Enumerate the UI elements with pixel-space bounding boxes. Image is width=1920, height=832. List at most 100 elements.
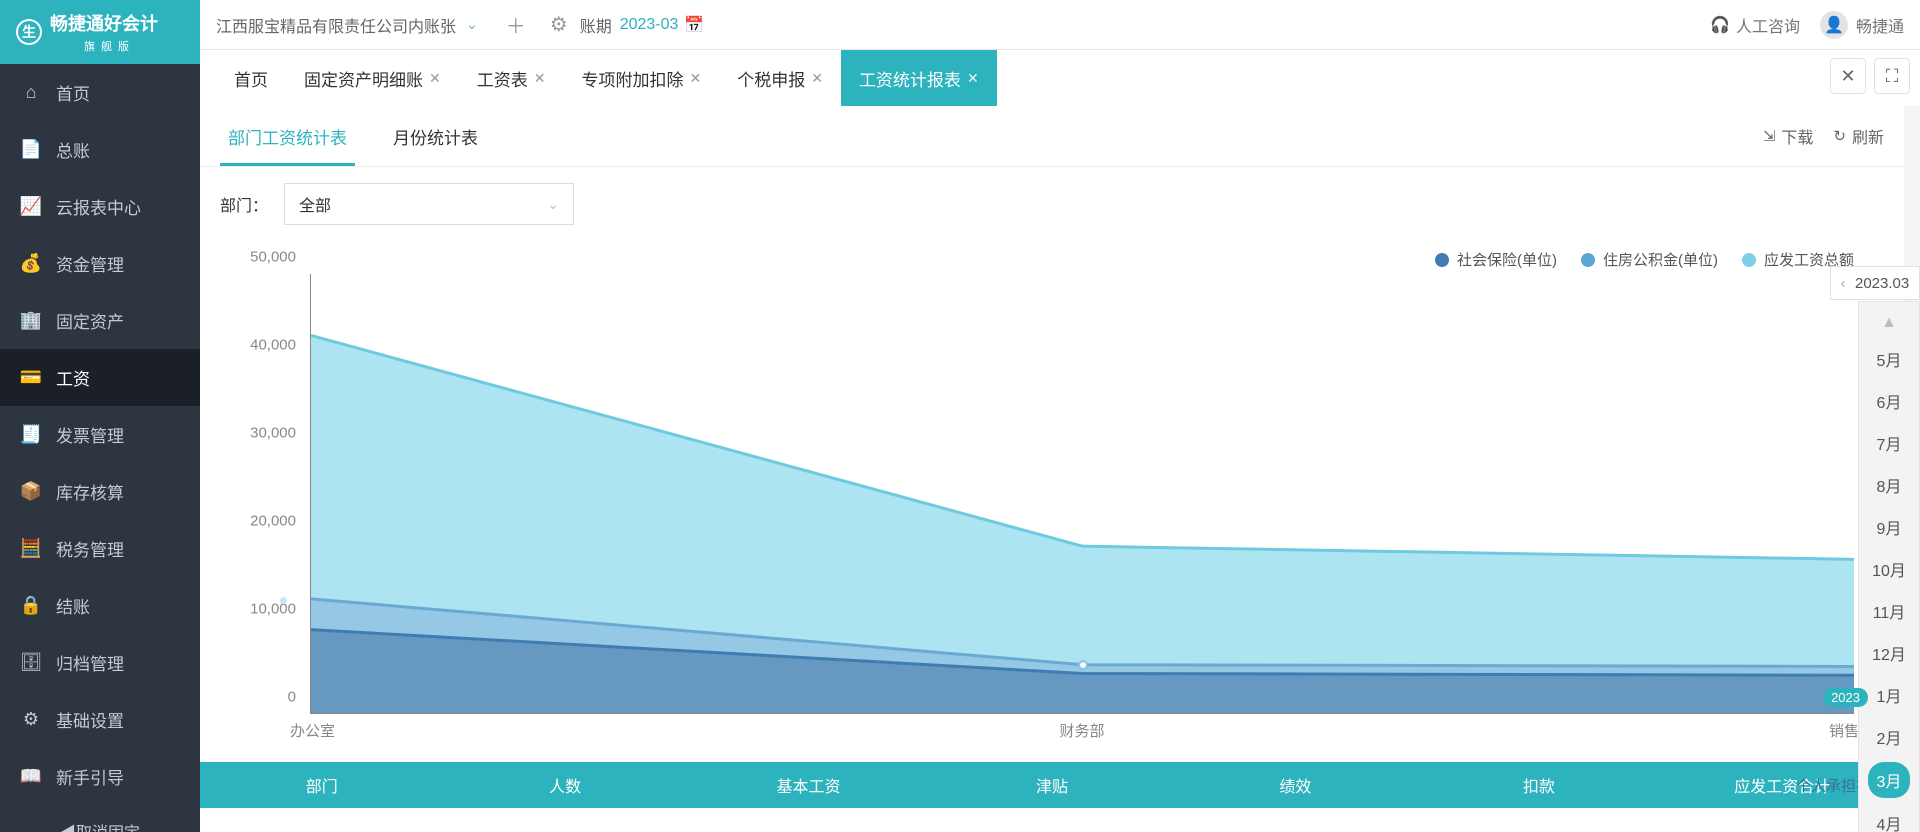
table-column-header: 绩效 bbox=[1174, 773, 1417, 797]
close-icon[interactable]: ✕ bbox=[689, 70, 701, 87]
nav-item-11[interactable]: ⚙基础设置 bbox=[0, 691, 200, 748]
chart-point bbox=[1078, 660, 1088, 670]
nav-item-12[interactable]: 📖新手引导 bbox=[0, 748, 200, 805]
avatar-icon: 👤 bbox=[1820, 11, 1848, 39]
nav-icon: 🏢 bbox=[20, 310, 42, 332]
filter-row: 部门： 全部 ⌄ bbox=[200, 167, 1904, 241]
refresh-icon: ↻ bbox=[1833, 127, 1846, 145]
legend-item[interactable]: 社会保险(单位) bbox=[1435, 249, 1557, 270]
table-column-header: 人数 bbox=[443, 773, 686, 797]
tab-4[interactable]: 个税申报✕ bbox=[719, 50, 841, 106]
tab-5[interactable]: 工资统计报表✕ bbox=[841, 50, 997, 106]
month-picker-head[interactable]: ‹ 2023.03 bbox=[1830, 266, 1920, 300]
chart-legend: 社会保险(单位)住房公积金(单位)应发工资总额 bbox=[220, 241, 1884, 274]
app-logo: 生 畅捷通好会计 旗舰版 bbox=[0, 0, 200, 64]
x-label: 财务部 bbox=[1059, 720, 1104, 744]
download-icon: ⇲ bbox=[1763, 127, 1776, 145]
download-button[interactable]: ⇲下载 bbox=[1763, 124, 1814, 148]
close-icon[interactable]: ✕ bbox=[429, 70, 441, 87]
dept-select[interactable]: 全部 ⌄ bbox=[284, 183, 574, 225]
content-area: 部门工资统计表月份统计表 ⇲下载 ↻刷新 部门： 全部 ⌄ 社会保险(单位) 住房… bbox=[200, 106, 1920, 832]
table-header: 部门人数基本工资津贴绩效扣款应发工资合计 bbox=[200, 762, 1904, 808]
period-value[interactable]: 2023-03 bbox=[620, 16, 679, 34]
refresh-button[interactable]: ↻刷新 bbox=[1833, 124, 1884, 148]
chevron-down-icon: ⌄ bbox=[547, 196, 559, 213]
nav-item-8[interactable]: 🧮税务管理 bbox=[0, 520, 200, 577]
chevron-left-icon: ‹ bbox=[1831, 275, 1855, 292]
company-name: 江西服宝精品有限责任公司内账张 bbox=[216, 13, 456, 37]
close-icon[interactable]: ✕ bbox=[967, 70, 979, 87]
month-option[interactable]: 9月 bbox=[1859, 506, 1919, 548]
subtab-1[interactable]: 月份统计表 bbox=[385, 106, 486, 166]
chevron-down-icon: ⌄ bbox=[466, 16, 478, 33]
month-option[interactable]: 7月 bbox=[1859, 422, 1919, 464]
month-option[interactable]: 12月 bbox=[1859, 632, 1919, 674]
table-column-header: 基本工资 bbox=[687, 773, 930, 797]
table-column-header: 部门 bbox=[200, 773, 443, 797]
nav-item-2[interactable]: 📈云报表中心 bbox=[0, 178, 200, 235]
nav-item-9[interactable]: 🔒结账 bbox=[0, 577, 200, 634]
close-icon[interactable]: ✕ bbox=[811, 70, 823, 87]
month-up[interactable]: ▲ bbox=[1881, 308, 1897, 338]
x-label: 办公室 bbox=[290, 720, 335, 744]
month-option[interactable]: 1月 bbox=[1859, 674, 1919, 716]
tab-3[interactable]: 专项附加扣除✕ bbox=[563, 50, 719, 106]
support-link[interactable]: 🎧 人工咨询 bbox=[1710, 13, 1800, 37]
month-option[interactable]: 3月 bbox=[1868, 762, 1910, 798]
nav-icon: 🔒 bbox=[20, 595, 42, 617]
month-option[interactable]: 4月 bbox=[1859, 802, 1919, 832]
month-option[interactable]: 2月 bbox=[1859, 716, 1919, 758]
tab-1[interactable]: 固定资产明细账✕ bbox=[286, 50, 459, 106]
nav-item-1[interactable]: 📄总账 bbox=[0, 121, 200, 178]
nav-icon: 📄 bbox=[20, 139, 42, 161]
settings-icon[interactable]: ⚙ bbox=[550, 12, 568, 37]
table-column-header: 津贴 bbox=[930, 773, 1173, 797]
company-selector[interactable]: 江西服宝精品有限责任公司内账张 ⌄ bbox=[216, 13, 478, 37]
logo-subtitle: 旗舰版 bbox=[50, 38, 158, 54]
add-button[interactable]: ＋ bbox=[506, 10, 526, 39]
sidebar: 生 畅捷通好会计 旗舰版 ⌂首页📄总账📈云报表中心💰资金管理🏢固定资产💳工资🧾发… bbox=[0, 0, 200, 832]
nav-item-7[interactable]: 📦库存核算 bbox=[0, 463, 200, 520]
user-menu[interactable]: 👤 畅捷通 bbox=[1820, 11, 1904, 39]
nav-item-10[interactable]: 🗄归档管理 bbox=[0, 634, 200, 691]
nav-icon: 💳 bbox=[20, 367, 42, 389]
y-tick: 50,000 bbox=[250, 249, 296, 266]
header: 江西服宝精品有限责任公司内账张 ⌄ ＋ ⚙ 账期 2023-03 📅 🎧 人工咨… bbox=[200, 0, 1920, 50]
main-area: 江西服宝精品有限责任公司内账张 ⌄ ＋ ⚙ 账期 2023-03 📅 🎧 人工咨… bbox=[200, 0, 1920, 832]
tab-2[interactable]: 工资表✕ bbox=[459, 50, 564, 106]
nav-icon: ⚙ bbox=[20, 709, 42, 731]
month-option[interactable]: 5月 bbox=[1859, 338, 1919, 380]
logo-title: 畅捷通好会计 bbox=[50, 14, 158, 34]
legend-item[interactable]: 住房公积金(单位) bbox=[1581, 249, 1718, 270]
calendar-icon[interactable]: 📅 bbox=[684, 15, 704, 35]
y-tick: 20,000 bbox=[250, 513, 296, 530]
logo-icon: 生 bbox=[16, 19, 42, 45]
nav-icon: 💰 bbox=[20, 253, 42, 275]
nav-item-4[interactable]: 🏢固定资产 bbox=[0, 292, 200, 349]
nav-icon: 📈 bbox=[20, 196, 42, 218]
nav-icon: 🗄 bbox=[20, 652, 42, 674]
sidebar-toggle[interactable]: ◀取消固定 bbox=[0, 805, 200, 832]
nav-item-6[interactable]: 🧾发票管理 bbox=[0, 406, 200, 463]
subtab-0[interactable]: 部门工资统计表 bbox=[220, 106, 355, 166]
close-all-tabs[interactable]: ✕ bbox=[1830, 58, 1866, 94]
month-option[interactable]: 6月 bbox=[1859, 380, 1919, 422]
tab-0[interactable]: 首页 bbox=[216, 50, 286, 106]
nav-item-5[interactable]: 💳工资 bbox=[0, 349, 200, 406]
subtab-bar: 部门工资统计表月份统计表 ⇲下载 ↻刷新 bbox=[200, 106, 1904, 167]
nav-item-0[interactable]: ⌂首页 bbox=[0, 64, 200, 121]
fullscreen-button[interactable]: ⛶ bbox=[1874, 58, 1910, 94]
month-option[interactable]: 11月 bbox=[1859, 590, 1919, 632]
nav-icon: ⌂ bbox=[20, 82, 42, 104]
nav-icon: 📦 bbox=[20, 481, 42, 503]
nav-item-3[interactable]: 💰资金管理 bbox=[0, 235, 200, 292]
close-icon[interactable]: ✕ bbox=[534, 70, 546, 87]
nav-icon: 🧮 bbox=[20, 538, 42, 560]
y-tick: 10,000 bbox=[250, 601, 296, 618]
nav-icon: 📖 bbox=[20, 766, 42, 788]
month-option[interactable]: 8月 bbox=[1859, 464, 1919, 506]
month-option[interactable]: 10月 bbox=[1859, 548, 1919, 590]
dept-filter-label: 部门： bbox=[220, 192, 268, 216]
y-tick: 0 bbox=[288, 689, 296, 706]
period-label: 账期 bbox=[580, 13, 612, 37]
